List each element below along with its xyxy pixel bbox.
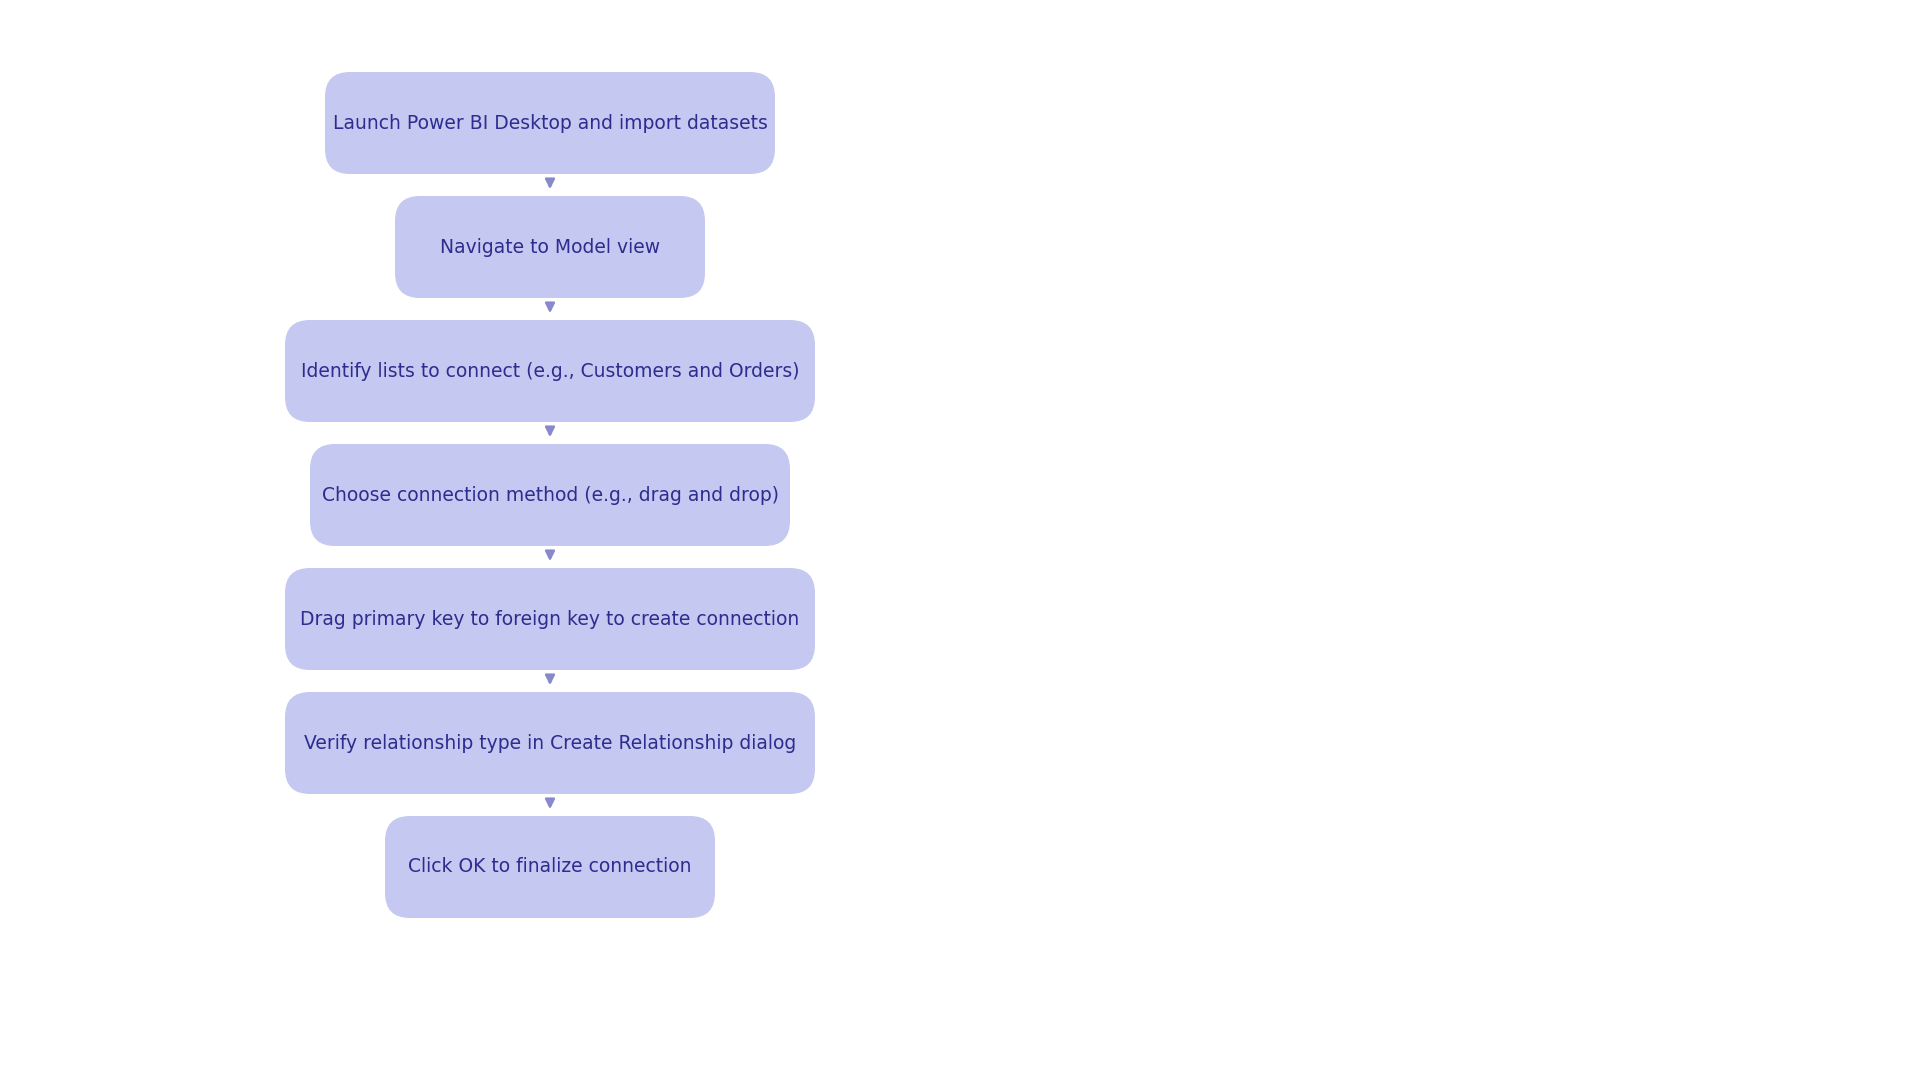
FancyBboxPatch shape bbox=[309, 444, 789, 546]
Text: Click OK to finalize connection: Click OK to finalize connection bbox=[409, 858, 691, 876]
Text: Navigate to Model view: Navigate to Model view bbox=[440, 237, 660, 257]
Text: Identify lists to connect (e.g., Customers and Orders): Identify lists to connect (e.g., Custome… bbox=[301, 362, 799, 380]
FancyBboxPatch shape bbox=[324, 71, 776, 174]
FancyBboxPatch shape bbox=[396, 196, 705, 298]
FancyBboxPatch shape bbox=[284, 319, 814, 422]
Text: Launch Power BI Desktop and import datasets: Launch Power BI Desktop and import datas… bbox=[332, 114, 768, 132]
FancyBboxPatch shape bbox=[284, 567, 814, 670]
FancyBboxPatch shape bbox=[386, 815, 714, 918]
FancyBboxPatch shape bbox=[284, 692, 814, 794]
Text: Drag primary key to foreign key to create connection: Drag primary key to foreign key to creat… bbox=[300, 610, 799, 628]
Text: Choose connection method (e.g., drag and drop): Choose connection method (e.g., drag and… bbox=[321, 485, 778, 505]
Text: Verify relationship type in Create Relationship dialog: Verify relationship type in Create Relat… bbox=[303, 733, 797, 753]
